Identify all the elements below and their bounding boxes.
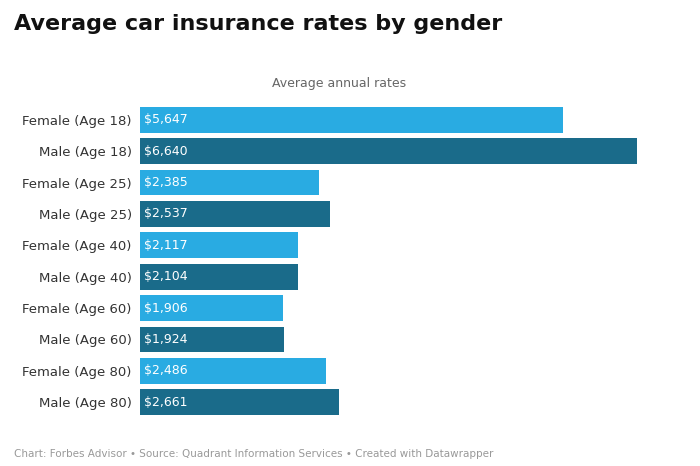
Text: Chart: Forbes Advisor • Source: Quadrant Information Services • Created with Dat: Chart: Forbes Advisor • Source: Quadrant…	[14, 449, 493, 459]
Text: Average car insurance rates by gender: Average car insurance rates by gender	[14, 14, 503, 34]
Text: $5,647: $5,647	[144, 113, 188, 126]
Text: $2,117: $2,117	[144, 239, 188, 252]
Bar	[140, 295, 283, 321]
Text: $2,661: $2,661	[144, 396, 188, 409]
Text: $2,486: $2,486	[144, 364, 188, 377]
Bar	[140, 107, 563, 133]
Bar	[140, 264, 298, 289]
Bar	[140, 358, 326, 384]
Text: $2,537: $2,537	[144, 207, 188, 220]
Text: $1,906: $1,906	[144, 302, 188, 315]
Text: $2,385: $2,385	[144, 176, 188, 189]
Bar	[140, 389, 340, 415]
Bar	[140, 233, 298, 258]
Text: Average annual rates: Average annual rates	[272, 77, 407, 90]
Bar	[140, 170, 318, 195]
Text: $6,640: $6,640	[144, 144, 188, 158]
Text: $2,104: $2,104	[144, 270, 188, 283]
Text: $1,924: $1,924	[144, 333, 188, 346]
Bar	[140, 201, 330, 227]
Bar	[140, 138, 637, 164]
Bar	[140, 327, 284, 352]
